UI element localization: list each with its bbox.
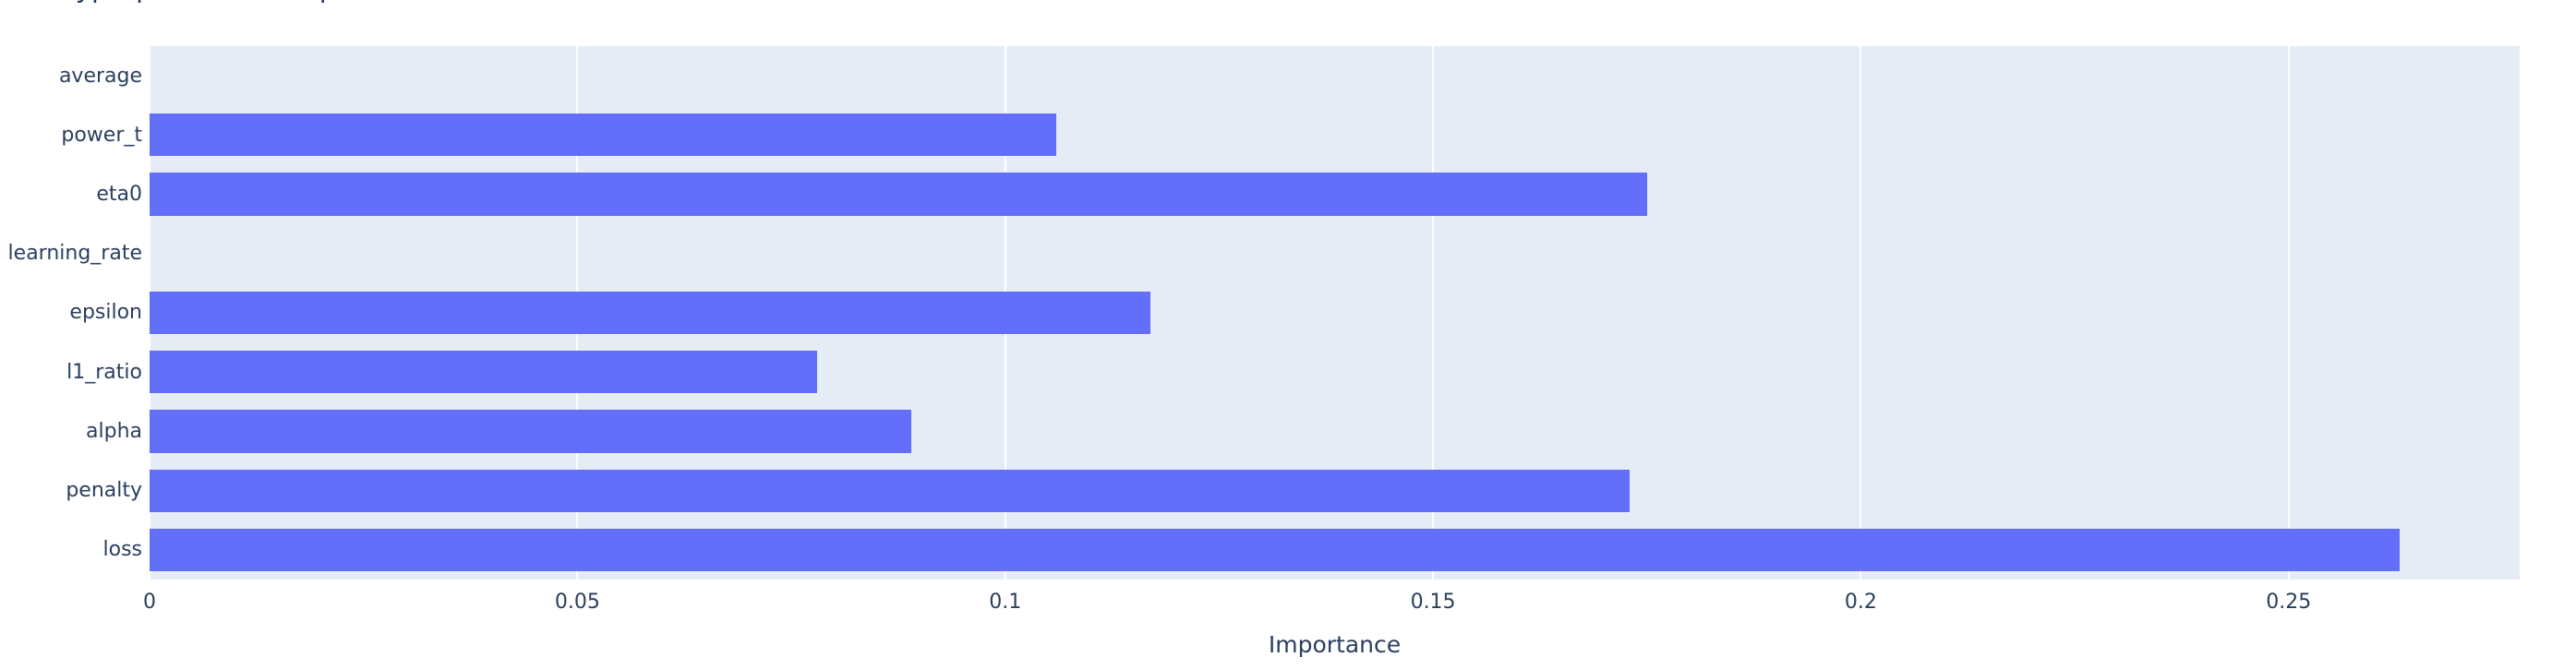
bar-row (150, 46, 2520, 105)
bar (150, 291, 1151, 335)
bar (150, 528, 2401, 571)
x-tick-label: 0.15 (1410, 591, 1456, 614)
clipped-chart-title-text: Hyperparameter importances (55, 0, 886, 4)
y-axis-label: l1_ratio (66, 360, 142, 384)
x-axis-ticks: 0 0.05 0.1 0.15 0.2 0.25 (143, 585, 2520, 616)
y-axis-label: epsilon (69, 301, 142, 325)
bars (150, 46, 2520, 579)
y-axis-label: learning_rate (7, 242, 142, 266)
x-axis-title: Importance (1268, 631, 1402, 658)
x-tick-label: 0.2 (1844, 591, 1877, 614)
x-tick-label: 0 (143, 591, 156, 614)
bar (150, 469, 1631, 512)
y-axis-label: average (58, 64, 142, 88)
y-axis-label: eta0 (96, 183, 142, 207)
x-tick-label: 0.05 (554, 591, 600, 614)
bar (150, 351, 817, 394)
y-axis-label: penalty (66, 479, 142, 503)
y-axis-label: power_t (61, 123, 142, 147)
plot-area (149, 46, 2520, 579)
bar-row (150, 105, 2520, 164)
bar-row (150, 401, 2520, 460)
bar (150, 113, 1057, 157)
y-axis-label: loss (102, 538, 143, 562)
bar-row (150, 520, 2520, 579)
clipped-chart-title: Hyperparameter importances (55, 0, 886, 6)
bar (150, 410, 911, 453)
x-tick-label: 0.25 (2266, 591, 2312, 614)
bar (150, 173, 1647, 216)
y-axis-label: alpha (86, 419, 142, 443)
bar-row (150, 342, 2520, 401)
bar-row (150, 224, 2520, 283)
x-tick-label: 0.1 (989, 591, 1022, 614)
bar-row (150, 461, 2520, 520)
bar-row (150, 283, 2520, 342)
bar-row (150, 164, 2520, 223)
